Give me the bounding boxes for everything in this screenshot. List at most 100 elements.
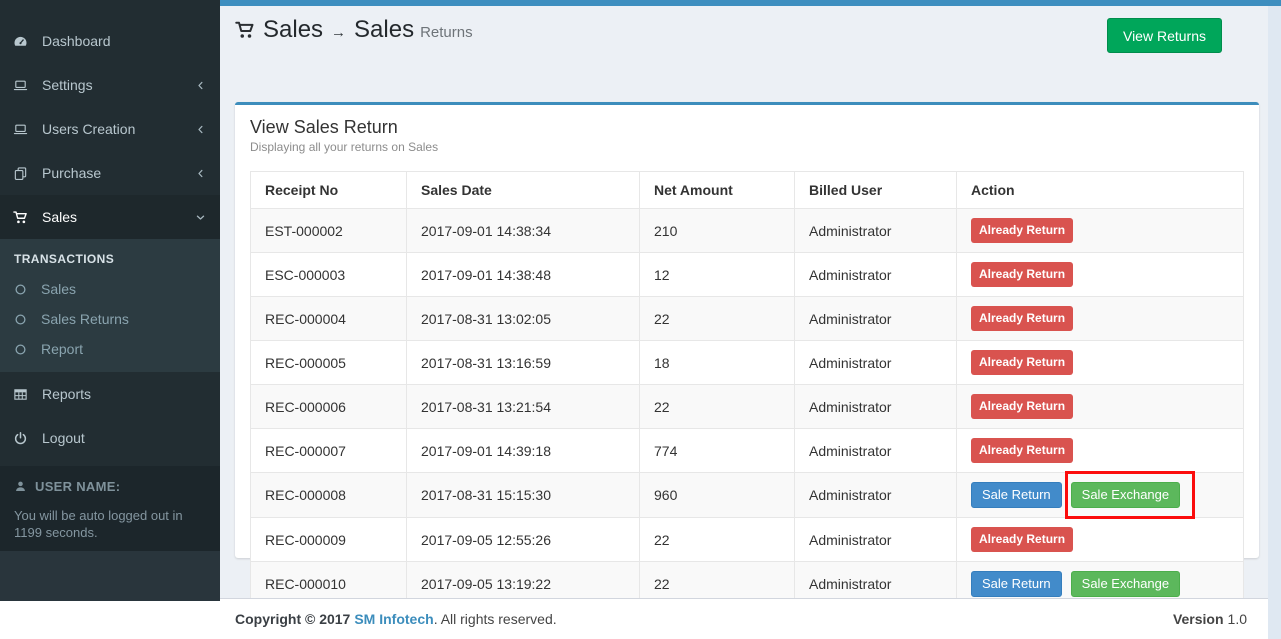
table-header-row: Receipt No Sales Date Net Amount Billed … <box>250 171 1244 209</box>
circle-icon <box>14 343 35 356</box>
cell-sales-date: 2017-09-05 12:55:26 <box>406 517 640 562</box>
table-row: REC-000005 2017-08-31 13:16:59 18 Administr… <box>250 340 1244 385</box>
cell-net-amount: 22 <box>639 517 795 562</box>
sidebar-subitem-report[interactable]: Report <box>0 334 220 364</box>
submenu-header-transactions: TRANSACTIONS <box>14 252 115 266</box>
column-header-billed-user: Billed User <box>794 171 957 209</box>
table-row: EST-000002 2017-09-01 14:38:34 210 Administ… <box>250 208 1244 253</box>
column-header-receipt-no: Receipt No <box>250 171 407 209</box>
cell-billed-user: Administrator <box>794 428 957 473</box>
table-row: REC-000008 2017-08-31 15:15:30 960 Administ… <box>250 471 1244 519</box>
cell-receipt-no: REC-000005 <box>250 340 407 385</box>
action-button-wrap: Sale Return <box>971 571 1062 597</box>
already-return-badge: Already Return <box>971 438 1074 463</box>
cell-net-amount: 22 <box>639 296 795 341</box>
already-return-badge: Already Return <box>971 527 1074 552</box>
scrollbar[interactable] <box>1268 0 1281 639</box>
breadcrumb-secondary: Sales <box>354 16 415 43</box>
cell-billed-user: Administrator <box>794 296 957 341</box>
chevron-left-icon <box>195 124 206 135</box>
sidebar-item-label: Sales <box>42 209 78 225</box>
company-link[interactable]: SM Infotech <box>354 611 434 627</box>
cell-action: Already Return <box>956 252 1244 297</box>
cell-action: Already Return <box>956 296 1244 341</box>
sidebar-subitem-sales-returns[interactable]: Sales Returns <box>0 304 220 334</box>
cart-icon <box>13 210 35 225</box>
column-header-sales-date: Sales Date <box>406 171 640 209</box>
cell-action: Already Return <box>956 517 1244 562</box>
cell-action: Already Return <box>956 340 1244 385</box>
breadcrumb-sub: Returns <box>420 24 473 41</box>
sidebar-item-sales[interactable]: Sales <box>0 195 220 239</box>
chevron-left-icon <box>195 168 206 179</box>
copyright-year: Copyright © 2017 <box>235 611 351 627</box>
sidebar-item-purchase[interactable]: Purchase <box>0 151 220 195</box>
view-returns-button[interactable]: View Returns <box>1106 18 1222 53</box>
sidebar-item-settings[interactable]: Settings <box>0 63 220 107</box>
sales-returns-table: Receipt No Sales Date Net Amount Billed … <box>250 171 1244 607</box>
table-row: REC-000009 2017-09-05 12:55:26 22 Administr… <box>250 517 1244 562</box>
sidebar-item-label: Purchase <box>42 165 102 181</box>
sidebar-item-users-creation[interactable]: Users Creation <box>0 107 220 151</box>
cell-sales-date: 2017-09-01 14:38:48 <box>406 252 640 297</box>
cell-billed-user: Administrator <box>794 384 957 429</box>
sidebar-item-label: Reports <box>42 386 92 402</box>
cell-receipt-no: REC-000009 <box>250 517 407 562</box>
cell-action: Already Return <box>956 384 1244 429</box>
cell-billed-user: Administrator <box>794 252 957 297</box>
already-return-badge: Already Return <box>971 306 1074 331</box>
sale-return-button[interactable]: Sale Return <box>971 482 1062 508</box>
sidebar-item-logout[interactable]: Logout <box>0 416 220 460</box>
cell-net-amount: 22 <box>639 384 795 429</box>
sales-return-panel: View Sales Return Displaying all your re… <box>235 102 1259 607</box>
copyright-text: Copyright © 2017 SM Infotech. All rights … <box>235 611 557 627</box>
action-button-wrap: Sale Exchange <box>1064 471 1196 519</box>
cell-receipt-no: REC-000004 <box>250 296 407 341</box>
sidebar-subitem-label: Sales Returns <box>41 311 129 327</box>
sidebar-item-label: Logout <box>42 430 85 446</box>
already-return-badge: Already Return <box>971 262 1074 287</box>
cell-action: Sale Return Sale Exchange <box>956 471 1244 519</box>
sales-returns-table-body: EST-000002 2017-09-01 14:38:34 210 Administ… <box>250 208 1244 607</box>
sale-return-button[interactable]: Sale Return <box>971 571 1062 597</box>
cell-receipt-no: REC-000006 <box>250 384 407 429</box>
cell-action: Already Return <box>956 208 1244 253</box>
user-panel: USER NAME: You will be auto logged out i… <box>0 466 220 551</box>
cell-billed-user: Administrator <box>794 472 957 518</box>
sidebar-item-reports[interactable]: Reports <box>0 372 220 416</box>
cell-sales-date: 2017-08-31 15:15:30 <box>406 472 640 518</box>
chevron-down-icon <box>195 212 206 223</box>
breadcrumb-arrow-icon: → <box>331 24 347 41</box>
already-return-badge: Already Return <box>971 218 1074 243</box>
sidebar-subitem-label: Sales <box>41 281 77 297</box>
cell-net-amount: 18 <box>639 340 795 385</box>
column-header-net-amount: Net Amount <box>639 171 795 209</box>
circle-icon <box>14 313 35 326</box>
table-row: REC-000007 2017-09-01 14:39:18 774 Administ… <box>250 428 1244 473</box>
table-icon <box>13 387 35 402</box>
version-text: Version 1.0 <box>1173 611 1247 627</box>
page-title: Sales → Sales Returns <box>235 16 1245 44</box>
action-button-wrap: Sale Return <box>971 482 1062 508</box>
laptop-icon <box>13 78 35 93</box>
cell-receipt-no: REC-000008 <box>250 472 407 518</box>
cell-receipt-no: REC-000007 <box>250 428 407 473</box>
sale-exchange-button[interactable]: Sale Exchange <box>1070 482 1181 508</box>
cell-sales-date: 2017-08-31 13:21:54 <box>406 384 640 429</box>
already-return-badge: Already Return <box>971 350 1074 375</box>
sidebar-subitem-sales[interactable]: Sales <box>0 274 220 304</box>
footer: Copyright © 2017 SM Infotech. All rights … <box>220 598 1281 639</box>
rights-text: . All rights reserved. <box>433 611 557 627</box>
cell-sales-date: 2017-08-31 13:16:59 <box>406 340 640 385</box>
cell-net-amount: 210 <box>639 208 795 253</box>
sidebar-subitem-label: Report <box>41 341 84 357</box>
sidebar-filler <box>0 551 220 601</box>
sale-exchange-button[interactable]: Sale Exchange <box>1070 571 1181 597</box>
cell-sales-date: 2017-08-31 13:02:05 <box>406 296 640 341</box>
table-row: ESC-000003 2017-09-01 14:38:48 12 Administr… <box>250 252 1244 297</box>
sidebar-item-dashboard[interactable]: Dashboard <box>0 19 220 63</box>
cell-action: Already Return <box>956 428 1244 473</box>
copy-icon <box>13 166 35 181</box>
cell-sales-date: 2017-09-01 14:38:34 <box>406 208 640 253</box>
